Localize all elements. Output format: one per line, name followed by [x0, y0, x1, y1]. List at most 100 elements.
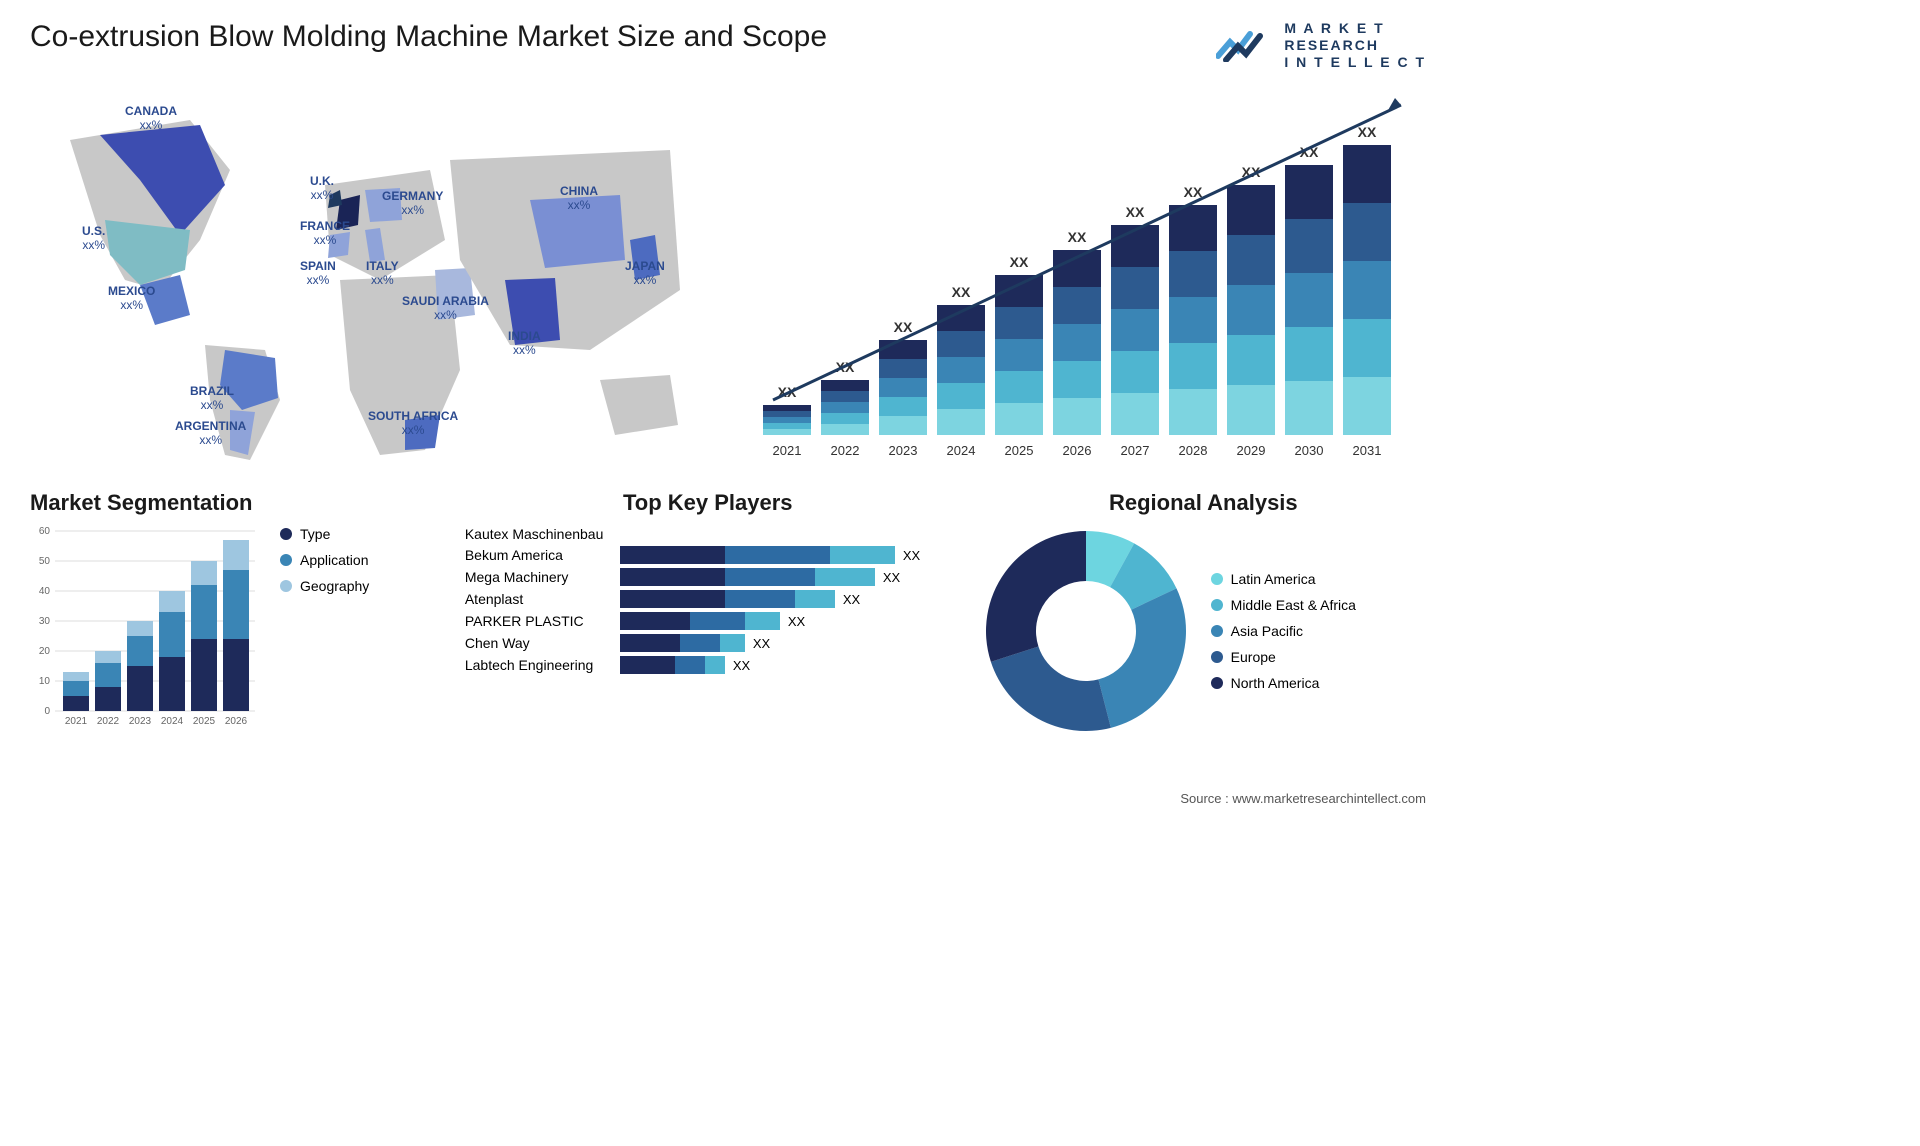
donut-svg [981, 526, 1191, 736]
regional-panel: Regional Analysis Latin America Middle Ea… [981, 490, 1426, 736]
svg-text:2025: 2025 [193, 716, 216, 727]
player-bar [620, 568, 875, 586]
seg-legend-item: Application [280, 552, 369, 568]
regional-legend-item: Middle East & Africa [1211, 597, 1356, 613]
map-label-canada: CANADAxx% [125, 105, 177, 131]
world-map: CANADAxx% U.S.xx% MEXICOxx% BRAZILxx% ARGENT… [30, 90, 713, 470]
player-row: Chen Way XX [465, 634, 951, 652]
regional-chart: Latin America Middle East & Africa Asia Pa… [981, 526, 1426, 736]
map-label-brazil: BRAZILxx% [190, 385, 234, 411]
players-title: Top Key Players [465, 490, 951, 516]
svg-text:2030: 2030 [1295, 443, 1324, 458]
player-value: XX [843, 592, 860, 607]
player-name: Mega Machinery [465, 569, 620, 585]
map-label-uk: U.K.xx% [310, 175, 334, 201]
logo-line2: RESEARCH [1284, 37, 1426, 54]
regional-legend-item: North America [1211, 675, 1356, 691]
svg-text:10: 10 [39, 676, 51, 687]
player-row: Bekum America XX [465, 546, 951, 564]
svg-text:2025: 2025 [1005, 443, 1034, 458]
player-row: Kautex Maschinenbau [465, 526, 951, 542]
player-value: XX [788, 614, 805, 629]
svg-text:50: 50 [39, 556, 51, 567]
player-bar [620, 656, 725, 674]
player-bar [620, 546, 895, 564]
svg-text:2023: 2023 [889, 443, 918, 458]
svg-text:2024: 2024 [161, 716, 184, 727]
logo-text: M A R K E T RESEARCH I N T E L L E C T [1284, 20, 1426, 70]
svg-text:60: 60 [39, 526, 51, 537]
map-label-south_africa: SOUTH AFRICAxx% [368, 410, 458, 436]
svg-text:30: 30 [39, 616, 51, 627]
svg-text:40: 40 [39, 586, 51, 597]
segmentation-legend: Type Application Geography [280, 526, 369, 736]
map-label-mexico: MEXICOxx% [108, 285, 155, 311]
svg-text:2026: 2026 [225, 716, 248, 727]
player-name: Kautex Maschinenbau [465, 526, 620, 542]
map-label-france: FRANCExx% [300, 220, 350, 246]
svg-text:XX: XX [1358, 124, 1377, 140]
segmentation-chart: 0 10 20 30 40 50 60 2021 2022 2023 2024 2025 2026 Ty… [30, 526, 435, 736]
header: Co-extrusion Blow Molding Machine Market… [30, 20, 1426, 70]
seg-legend-item: Geography [280, 578, 369, 594]
map-label-china: CHINAxx% [560, 185, 598, 211]
top-row: CANADAxx% U.S.xx% MEXICOxx% BRAZILxx% ARGENT… [30, 90, 1426, 470]
svg-text:XX: XX [1068, 229, 1087, 245]
svg-text:2029: 2029 [1237, 443, 1266, 458]
bottom-row: Market Segmentation 0 10 20 30 40 50 60 2021 202… [30, 490, 1426, 736]
player-row: Mega Machinery XX [465, 568, 951, 586]
svg-text:XX: XX [1184, 184, 1203, 200]
map-label-germany: GERMANYxx% [382, 190, 443, 216]
svg-text:0: 0 [44, 706, 50, 717]
player-row: Atenplast XX [465, 590, 951, 608]
player-bar [620, 590, 835, 608]
player-name: PARKER PLASTIC [465, 613, 620, 629]
player-value: XX [903, 548, 920, 563]
svg-text:2024: 2024 [947, 443, 976, 458]
svg-text:XX: XX [1010, 254, 1029, 270]
regional-legend-item: Asia Pacific [1211, 623, 1356, 639]
player-name: Chen Way [465, 635, 620, 651]
logo-icon [1216, 28, 1276, 62]
svg-text:2022: 2022 [831, 443, 860, 458]
player-value: XX [753, 636, 770, 651]
svg-text:20: 20 [39, 646, 51, 657]
map-label-italy: ITALYxx% [366, 260, 399, 286]
logo: M A R K E T RESEARCH I N T E L L E C T [1216, 20, 1426, 70]
map-label-india: INDIAxx% [508, 330, 541, 356]
player-bar [620, 612, 780, 630]
map-label-argentina: ARGENTINAxx% [175, 420, 246, 446]
players-panel: Top Key Players Kautex Maschinenbau Bekum… [465, 490, 951, 736]
svg-text:XX: XX [952, 284, 971, 300]
players-list: Kautex MaschinenbauBekum AmericaXXMega M… [465, 526, 951, 674]
regional-title: Regional Analysis [981, 490, 1426, 516]
svg-text:2021: 2021 [773, 443, 802, 458]
map-label-us: U.S.xx% [82, 225, 105, 251]
player-row: PARKER PLASTIC XX [465, 612, 951, 630]
player-value: XX [883, 570, 900, 585]
logo-line1: M A R K E T [1284, 20, 1426, 37]
svg-text:XX: XX [894, 319, 913, 335]
player-value: XX [733, 658, 750, 673]
map-label-spain: SPAINxx% [300, 260, 336, 286]
svg-text:2028: 2028 [1179, 443, 1208, 458]
player-name: Atenplast [465, 591, 620, 607]
svg-text:2023: 2023 [129, 716, 152, 727]
svg-text:2031: 2031 [1353, 443, 1382, 458]
player-name: Bekum America [465, 547, 620, 563]
segmentation-title: Market Segmentation [30, 490, 435, 516]
seg-legend-item: Type [280, 526, 369, 542]
market-size-chart: XX2021XX2022XX2023XX2024XX2025XX2026XX20… [743, 90, 1426, 470]
svg-text:2021: 2021 [65, 716, 88, 727]
regional-legend: Latin America Middle East & Africa Asia Pa… [1211, 571, 1356, 691]
footer-source: Source : www.marketresearchintellect.com [1180, 791, 1426, 806]
segmentation-svg: 0 10 20 30 40 50 60 2021 2022 2023 2024 2025 2026 [30, 526, 260, 736]
player-bar [620, 634, 745, 652]
regional-legend-item: Latin America [1211, 571, 1356, 587]
svg-text:2027: 2027 [1121, 443, 1150, 458]
map-label-saudi: SAUDI ARABIAxx% [402, 295, 489, 321]
regional-legend-item: Europe [1211, 649, 1356, 665]
svg-text:2026: 2026 [1063, 443, 1092, 458]
page-title: Co-extrusion Blow Molding Machine Market… [30, 20, 827, 54]
svg-text:2022: 2022 [97, 716, 120, 727]
